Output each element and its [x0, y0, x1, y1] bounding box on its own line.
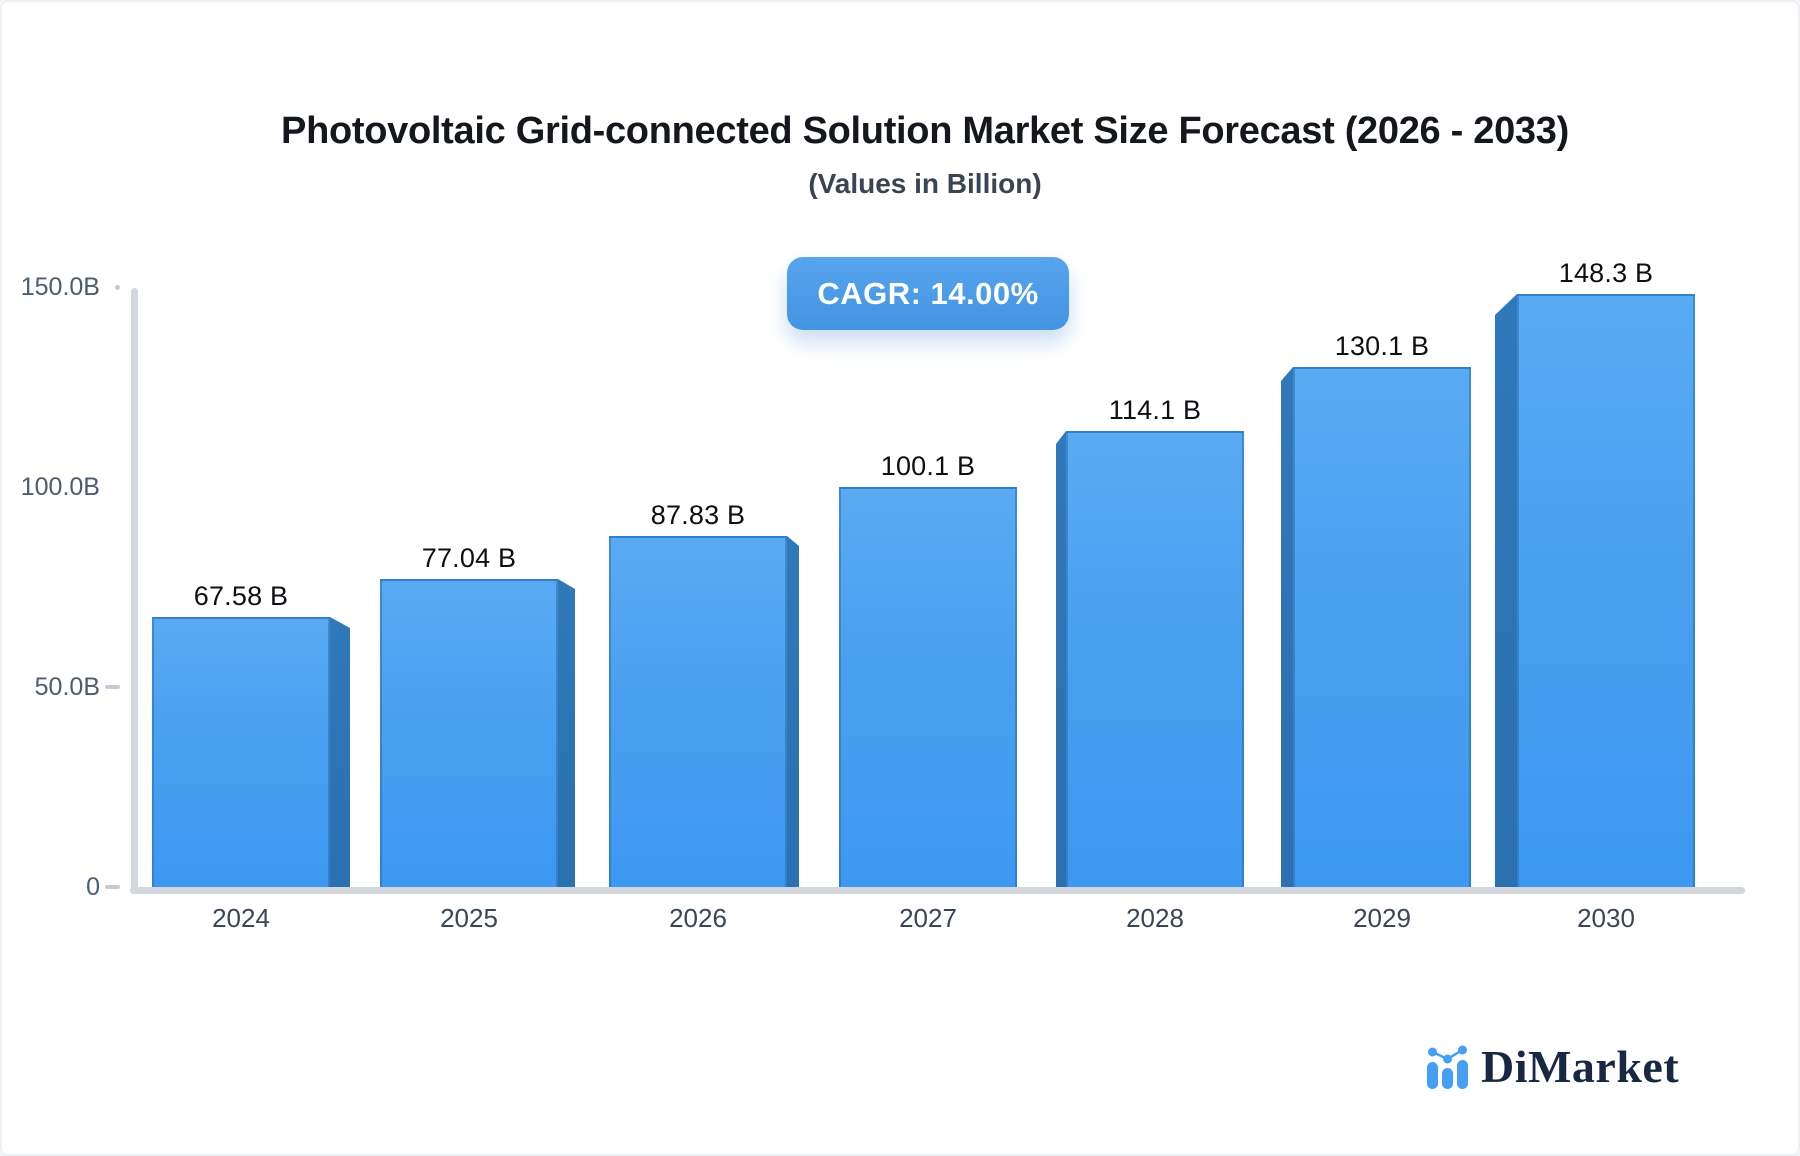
- cagr-badge-label: CAGR: 14.00%: [817, 275, 1039, 311]
- bar-2028: [1066, 431, 1244, 887]
- bar-value-label: 130.1 B: [1334, 331, 1430, 361]
- bar-3d-side-2028: [1056, 431, 1066, 887]
- bar-value-label: 114.1 B: [1108, 395, 1202, 425]
- x-axis-label-2029: 2029: [1353, 903, 1411, 933]
- dimarket-logo-icon: [1427, 1045, 1468, 1089]
- bar-2030: [1517, 294, 1695, 887]
- cagr-badge: CAGR: 14.00%: [787, 257, 1069, 330]
- bar-2027: [839, 487, 1017, 887]
- x-axis-label-2027: 2027: [899, 903, 957, 933]
- bar-3d-side-2025: [558, 579, 575, 887]
- x-axis-label-2025: 2025: [440, 903, 498, 933]
- bar-2024: [152, 617, 330, 887]
- chart-title: Photovoltaic Grid-connected Solution Mar…: [281, 110, 1569, 152]
- y-axis-tick-label: 0: [86, 873, 100, 901]
- x-axis-label-2030: 2030: [1577, 903, 1635, 933]
- brand-logo: DiMarket: [1426, 1044, 1679, 1090]
- y-axis-tick-mark: [115, 285, 120, 290]
- bar-3d-side-2024: [330, 617, 350, 887]
- bar-value-label: 77.04 B: [421, 543, 517, 573]
- x-axis-label-2028: 2028: [1126, 903, 1184, 933]
- x-axis-line: [130, 887, 1745, 894]
- chart-subtitle: (Values in Billion): [808, 168, 1042, 199]
- bar-value-label: 148.3 B: [1558, 258, 1654, 288]
- bar-3d-side-2026: [787, 536, 799, 887]
- y-axis-tick-label: 150.0B: [20, 273, 100, 301]
- y-axis-tick-label: 100.0B: [20, 473, 100, 501]
- y-axis-tick-mark: [105, 885, 120, 889]
- brand-name: DiMarket: [1481, 1041, 1680, 1092]
- bar-value-label: 100.1 B: [880, 451, 976, 481]
- bar-3d-side-2030: [1495, 294, 1517, 887]
- y-axis-tick-label: 50.0B: [34, 673, 100, 701]
- bar-2025: [380, 579, 558, 887]
- y-axis-tick-mark: [105, 685, 120, 689]
- x-axis-label-2026: 2026: [669, 903, 727, 933]
- x-axis-label-2024: 2024: [212, 903, 270, 933]
- y-axis-line: [131, 288, 138, 894]
- bar-2026: [609, 536, 787, 887]
- bar-value-label: 67.58 B: [193, 581, 289, 611]
- bar-3d-side-2029: [1281, 367, 1293, 887]
- bar-2029: [1293, 367, 1471, 887]
- bar-value-label: 87.83 B: [650, 500, 746, 530]
